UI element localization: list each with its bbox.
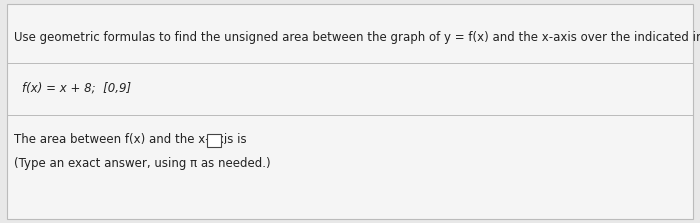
Text: Use geometric formulas to find the unsigned area between the graph of y = f(x) a: Use geometric formulas to find the unsig… bbox=[14, 31, 700, 45]
Text: f(x) = x + 8;  [0,9]: f(x) = x + 8; [0,9] bbox=[22, 81, 131, 95]
Text: .: . bbox=[223, 134, 227, 147]
Text: The area between f(x) and the x-axis is: The area between f(x) and the x-axis is bbox=[14, 134, 246, 147]
Bar bbox=[207, 134, 221, 147]
Text: (Type an exact answer, using π as needed.): (Type an exact answer, using π as needed… bbox=[14, 157, 271, 169]
